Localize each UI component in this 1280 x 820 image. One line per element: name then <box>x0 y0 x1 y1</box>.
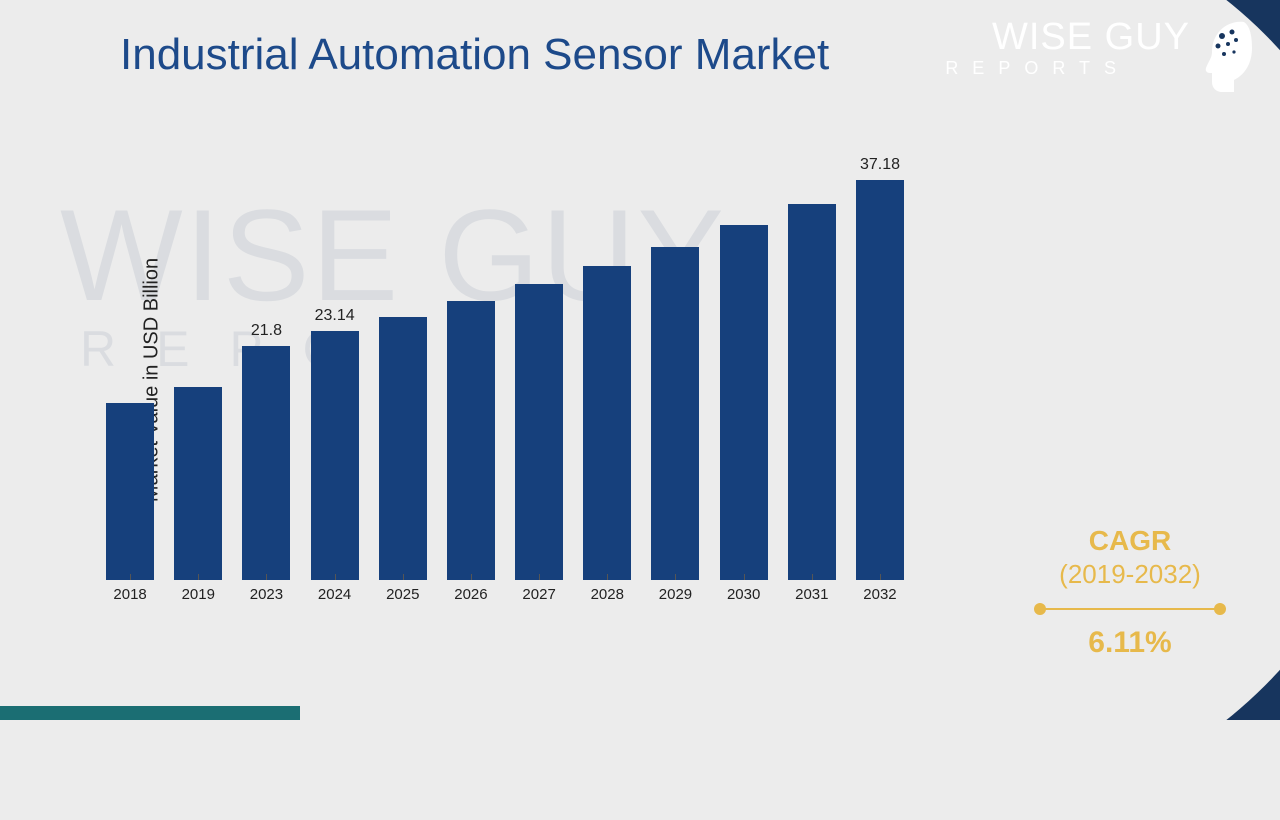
bar-value-label: 21.8 <box>251 322 282 342</box>
bar-wrap <box>515 260 563 580</box>
bar-wrap <box>447 277 495 581</box>
logo-sub: REPORTS <box>945 58 1130 79</box>
bar <box>379 317 427 580</box>
x-axis: 2018 2019 2023 2024 2025 2026 2027 2028 2029 2030… <box>100 580 910 610</box>
bottom-strip <box>0 706 300 720</box>
x-tick: 2026 <box>447 580 495 610</box>
bar-wrap <box>379 293 427 580</box>
x-tick: 2018 <box>106 580 154 610</box>
bar-wrap: 37.18 <box>856 156 904 580</box>
cagr-divider <box>1040 608 1220 610</box>
bar-wrap <box>106 379 154 580</box>
bar <box>720 225 768 580</box>
bar-wrap: 21.8 <box>242 322 290 580</box>
bar-wrap <box>583 242 631 580</box>
page-title: Industrial Automation Sensor Market <box>120 30 829 80</box>
bar-wrap: 23.14 <box>311 307 359 580</box>
x-tick: 2031 <box>788 580 836 610</box>
bar <box>856 180 904 580</box>
x-tick: 2029 <box>651 580 699 610</box>
bar-wrap <box>788 180 836 580</box>
bar <box>311 331 359 580</box>
cagr-value: 6.11% <box>1020 626 1240 660</box>
x-tick: 2027 <box>515 580 563 610</box>
bar <box>174 387 222 581</box>
bar <box>583 266 631 580</box>
plot-area: 21.8 23.14 37.18 <box>100 150 910 580</box>
logo: WISE GUY REPORTS <box>945 18 1250 79</box>
bar <box>515 284 563 580</box>
x-tick: 2032 <box>856 580 904 610</box>
bar-chart: Market Value in USD Billion 21.823.1437.… <box>70 150 910 610</box>
x-tick: 2024 <box>311 580 359 610</box>
logo-main: WISE GUY <box>945 18 1190 56</box>
bar <box>106 403 154 580</box>
x-tick: 2030 <box>720 580 768 610</box>
bar <box>651 247 699 580</box>
bar <box>447 301 495 581</box>
logo-head-icon <box>1198 18 1258 96</box>
cagr-title: CAGR <box>1020 525 1240 557</box>
bar-wrap <box>651 223 699 580</box>
bar-value-label: 23.14 <box>315 307 355 327</box>
bar <box>242 346 290 580</box>
bar <box>788 204 836 580</box>
x-tick: 2019 <box>174 580 222 610</box>
x-tick: 2025 <box>379 580 427 610</box>
page: WISE GUY REPORTS WISE GUY REPORTS Indust… <box>0 0 1280 720</box>
bar-wrap <box>174 363 222 581</box>
bar-value-label: 37.18 <box>860 156 900 176</box>
x-tick: 2023 <box>242 580 290 610</box>
bar-wrap <box>720 201 768 580</box>
x-tick: 2028 <box>583 580 631 610</box>
cagr-box: CAGR (2019-2032) 6.11% <box>1020 525 1240 660</box>
cagr-range: (2019-2032) <box>1020 559 1240 590</box>
